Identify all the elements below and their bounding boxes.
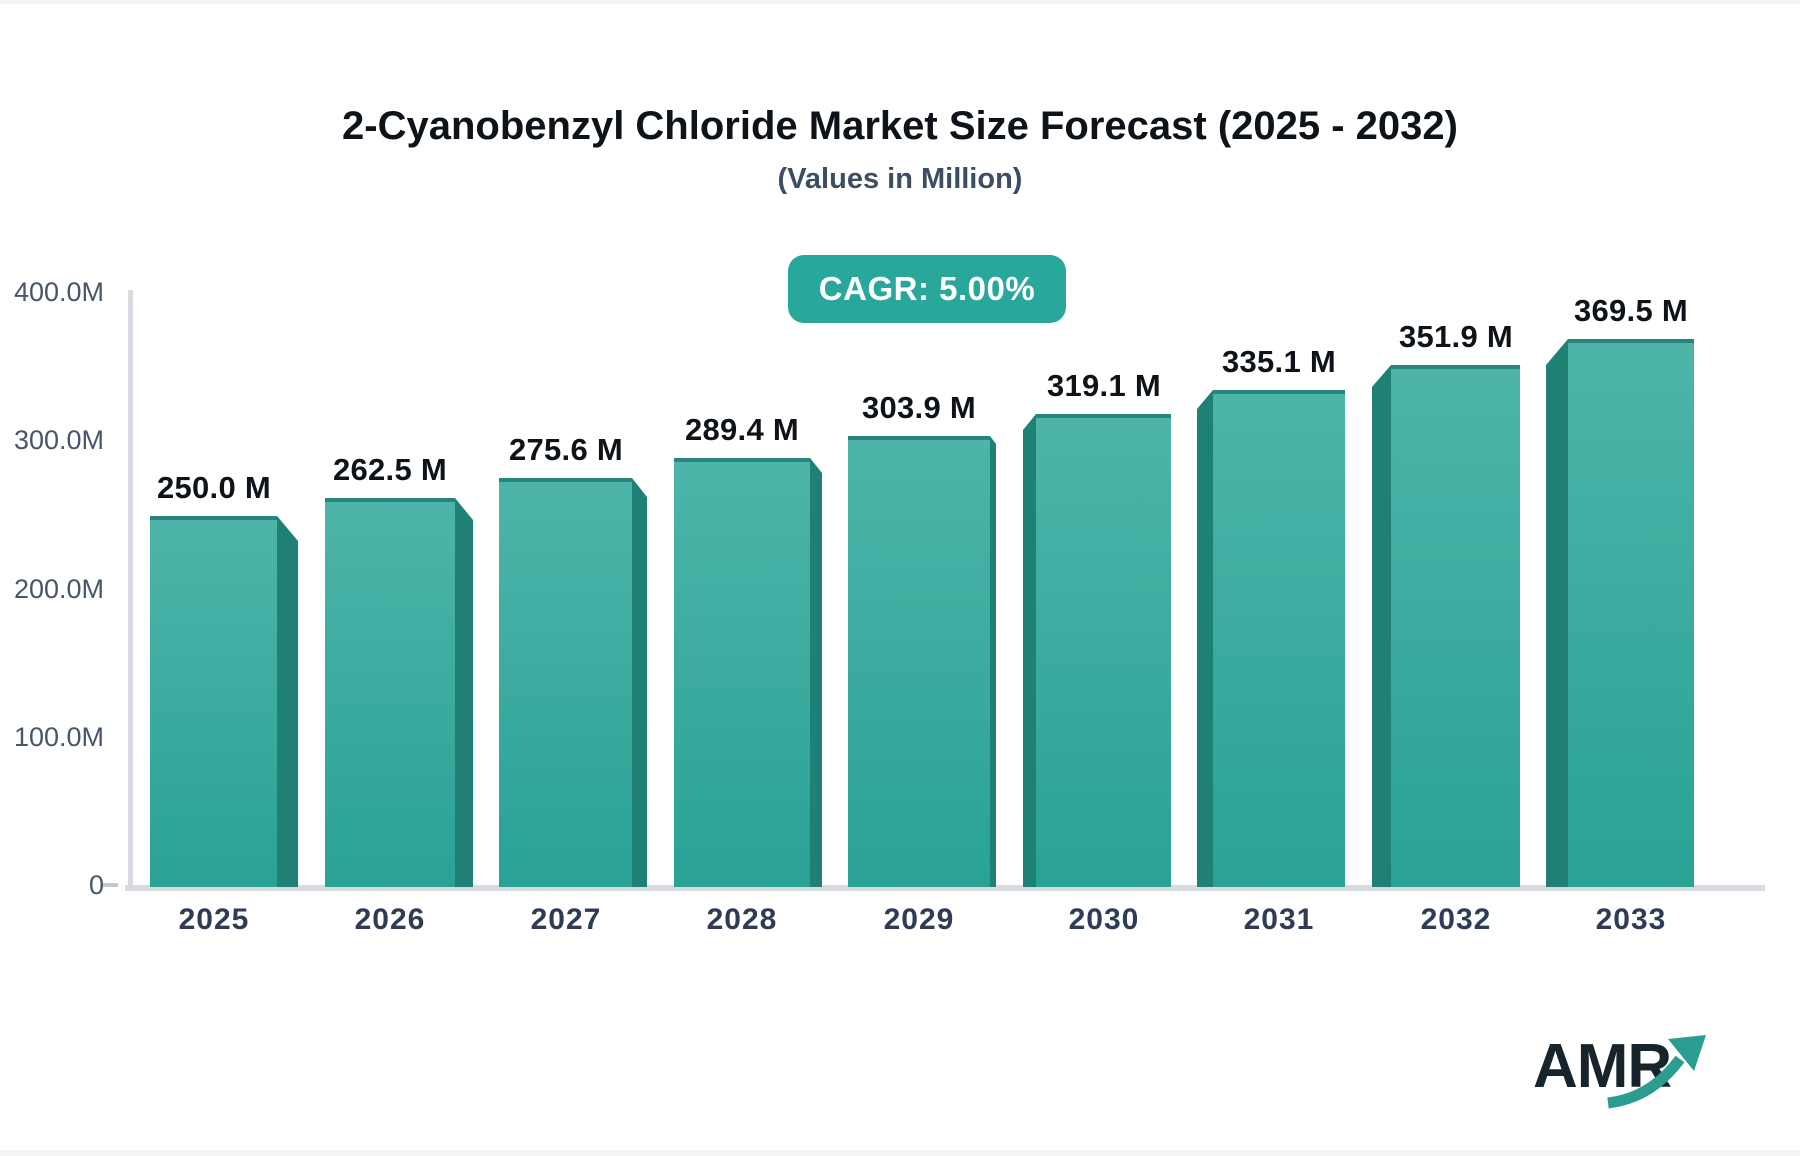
- x-axis-label: 2025: [178, 903, 250, 936]
- footer-strip: [0, 1150, 1800, 1156]
- y-axis-line: [128, 290, 133, 891]
- bar-2030: [1023, 414, 1171, 887]
- x-axis-label: 2033: [1595, 903, 1667, 936]
- x-axis-label: 2032: [1420, 903, 1492, 936]
- bar-2027: [499, 478, 647, 887]
- bar-face: [1391, 365, 1520, 887]
- bar-side-shadow: [810, 458, 822, 887]
- bar-side-shadow: [1197, 390, 1213, 887]
- bar-face: [674, 458, 810, 887]
- chart-subtitle: (Values in Million): [777, 163, 1023, 195]
- bar-face: [325, 498, 455, 887]
- bar-side-shadow: [1023, 414, 1036, 887]
- bar-value-label: 275.6 M: [508, 432, 624, 467]
- x-axis-label: 2030: [1068, 903, 1140, 936]
- y-axis-tick-label: 100.0M: [13, 722, 104, 752]
- chart-title: 2-Cyanobenzyl Chloride Market Size Forec…: [342, 104, 1458, 148]
- bar-face: [1036, 414, 1171, 887]
- bar-value-label: 369.5 M: [1573, 293, 1689, 328]
- zero-tick-mark: [101, 883, 118, 887]
- x-axis-label: 2028: [706, 903, 778, 936]
- bar-2026: [325, 498, 473, 887]
- bar-value-label: 289.4 M: [684, 412, 800, 447]
- bar-value-label: 262.5 M: [332, 452, 448, 487]
- bar-face: [150, 516, 277, 887]
- y-axis-tick-label: 200.0M: [13, 574, 104, 604]
- cagr-badge-label: CAGR: 5.00%: [818, 270, 1036, 307]
- bar-2025: [150, 516, 298, 887]
- x-axis-label: 2029: [883, 903, 955, 936]
- x-axis-label: 2031: [1243, 903, 1315, 936]
- y-axis-tick-label: 400.0M: [13, 277, 104, 307]
- bar-value-label: 250.0 M: [156, 470, 272, 505]
- x-axis-label: 2027: [530, 903, 602, 936]
- x-axis-label: 2026: [354, 903, 426, 936]
- x-axis-line: [125, 885, 1765, 891]
- bar-face: [1213, 390, 1345, 887]
- bar-2032: [1372, 365, 1520, 887]
- bar-side-shadow: [1372, 365, 1391, 887]
- amr-logo: AMR: [1533, 1032, 1706, 1109]
- bar-side-shadow: [1546, 339, 1568, 887]
- cagr-badge: CAGR: 5.00%: [788, 255, 1066, 323]
- y-axis-tick-label: 300.0M: [13, 425, 104, 455]
- bar-2031: [1197, 390, 1345, 887]
- bar-value-label: 351.9 M: [1398, 319, 1514, 354]
- bar-2028: [674, 458, 822, 887]
- bar-face: [1568, 339, 1694, 887]
- bar-side-shadow: [632, 478, 647, 887]
- top-strip: [0, 0, 1800, 4]
- bar-2029: [848, 436, 996, 887]
- bar-value-label: 335.1 M: [1221, 344, 1337, 379]
- bar-side-shadow: [277, 516, 298, 887]
- bar-2033: [1546, 339, 1694, 887]
- bar-side-shadow: [990, 436, 996, 887]
- y-axis-tick-label: 0: [88, 870, 104, 900]
- logo-arrow-icon: [1607, 1035, 1706, 1109]
- bar-value-label: 303.9 M: [861, 390, 977, 425]
- bar-face: [848, 436, 990, 887]
- bar-side-shadow: [455, 498, 473, 887]
- bar-face: [499, 478, 632, 887]
- bar-value-label: 319.1 M: [1046, 368, 1162, 403]
